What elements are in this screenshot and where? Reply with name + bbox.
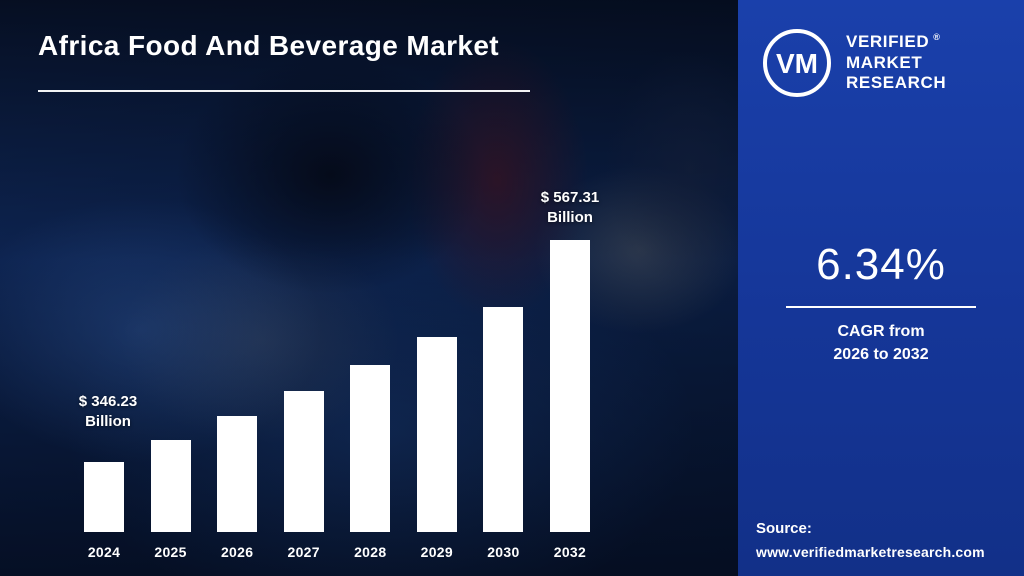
- source-block: Source: www.verifiedmarketresearch.com: [756, 520, 985, 560]
- bar: [217, 416, 258, 532]
- bar-value-label-first: $ 346.23 Billion: [38, 392, 178, 433]
- bar-chart-bars: 2024 2025 2026 2027 2028 2029 2030 2032: [84, 216, 590, 560]
- brand-panel: VM VERIFIED ® MARKET RESEARCH 6.34% CAGR …: [738, 0, 1024, 576]
- x-tick-label: 2029: [420, 544, 453, 560]
- source-url[interactable]: www.verifiedmarketresearch.com: [756, 544, 985, 560]
- bar: [416, 337, 457, 532]
- bar-value-amount: $ 346.23: [78, 393, 138, 410]
- cagr-caption: CAGR from 2026 to 2032: [738, 320, 1024, 366]
- bar-column: 2028: [350, 216, 391, 560]
- bar-column: 2032: [549, 216, 590, 560]
- bar-value-label-last: $ 567.31 Billion: [500, 188, 640, 229]
- bar-chart: 2024 2025 2026 2027 2028 2029 2030 2032: [84, 216, 590, 560]
- cagr-value: 6.34%: [816, 240, 946, 289]
- x-tick-label: 2026: [220, 544, 254, 560]
- bar-column: 2030: [483, 216, 524, 560]
- bar: [283, 391, 324, 532]
- brand-name: VERIFIED ® MARKET RESEARCH: [846, 32, 946, 93]
- bar: [350, 365, 391, 532]
- chart-panel: Africa Food And Beverage Market 2024 2025…: [0, 0, 738, 576]
- cagr-divider: [786, 306, 976, 308]
- bar-value-amount: $ 567.31: [540, 189, 600, 206]
- bar-column: 2027: [283, 216, 324, 560]
- cagr-caption-line2: 2026 to 2032: [833, 346, 929, 364]
- x-tick-label: 2032: [553, 544, 587, 560]
- bar: [483, 307, 524, 532]
- title-underline: [38, 90, 530, 92]
- registered-mark: ®: [933, 32, 941, 43]
- bar-column: 2026: [217, 216, 258, 560]
- bar: [84, 462, 124, 532]
- bar: [150, 440, 191, 532]
- x-tick-label: 2028: [354, 544, 387, 560]
- bar-column: 2025: [150, 216, 191, 560]
- cagr-stat: 6.34% CAGR from 2026 to 2032: [738, 240, 1024, 366]
- bar-value-unit: Billion: [547, 209, 593, 227]
- brand-line-2: MARKET: [846, 52, 923, 72]
- page-title: Africa Food And Beverage Market: [38, 30, 500, 61]
- cagr-caption-line1: CAGR from: [837, 323, 925, 340]
- x-tick-label: 2024: [87, 544, 121, 560]
- brand-line-1: VERIFIED: [846, 32, 930, 52]
- bar: [549, 240, 590, 532]
- bar-column: 2029: [416, 216, 457, 560]
- x-tick-label: 2030: [487, 544, 520, 560]
- vmr-monogram: VM: [776, 48, 818, 79]
- x-tick-label: 2025: [154, 544, 187, 560]
- brand-line-3: RESEARCH: [846, 73, 947, 93]
- bar-column: 2024: [84, 216, 124, 560]
- vmr-logo-icon: VM: [763, 29, 831, 97]
- brand-logo: VM VERIFIED ® MARKET RESEARCH: [760, 26, 946, 100]
- x-tick-label: 2027: [287, 544, 320, 560]
- source-label: Source:: [756, 520, 812, 537]
- bar-value-unit: Billion: [85, 413, 131, 431]
